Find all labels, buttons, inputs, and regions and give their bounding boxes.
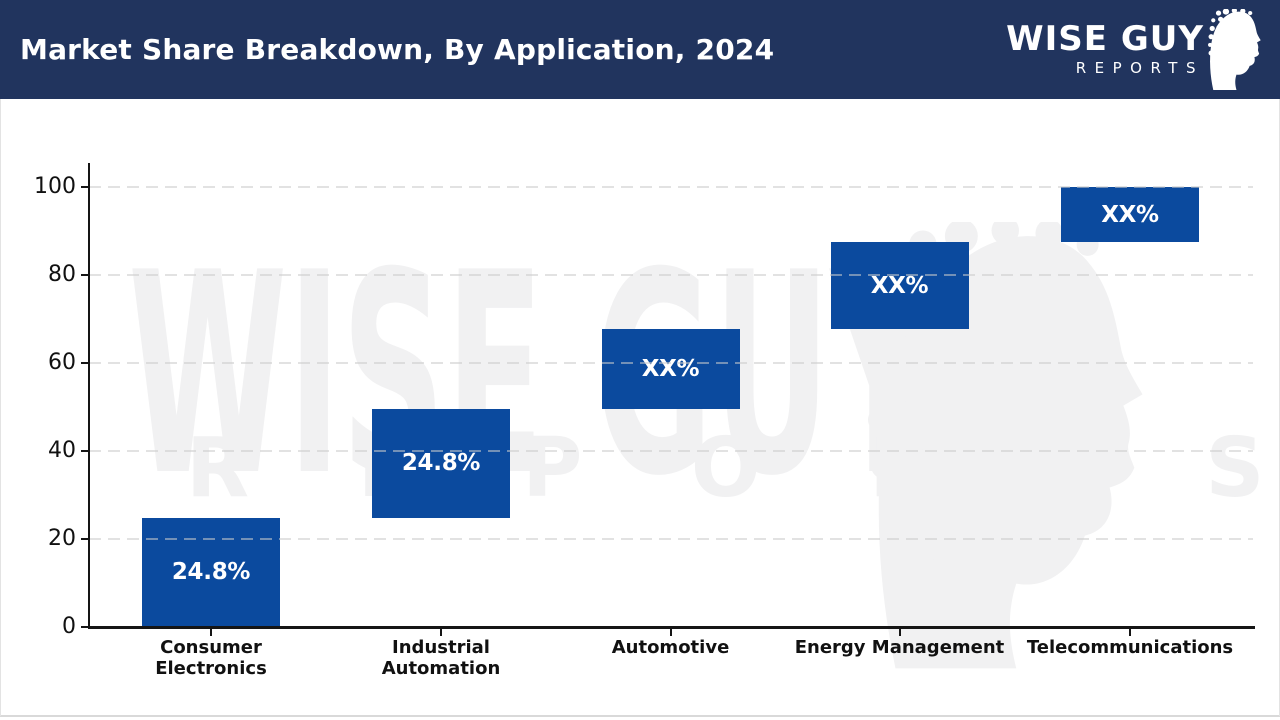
y-tick-label-40: 40 — [48, 437, 76, 463]
bar-3: XX% — [830, 242, 969, 330]
y-tick-mark-80 — [81, 273, 88, 276]
x-category-label-0: Consumer Electronics — [155, 637, 267, 679]
bottom-border-line — [0, 715, 1280, 717]
bar-0: 24.8% — [142, 517, 280, 627]
y-tick-mark-100 — [81, 186, 88, 189]
y-tick-mark-60 — [81, 361, 88, 364]
x-category-label-1: Industrial Automation — [381, 637, 501, 679]
bar-value-label: XX% — [1101, 201, 1159, 228]
x-tick-mark-4 — [1129, 628, 1131, 636]
gridline-20 — [89, 537, 1253, 540]
bar-4: XX% — [1061, 187, 1199, 243]
y-tick-label-60: 60 — [48, 349, 76, 375]
x-tick-mark-0 — [210, 628, 212, 636]
y-tick-label-100: 100 — [34, 174, 76, 200]
y-tick-mark-40 — [81, 449, 88, 452]
y-tick-label-80: 80 — [48, 261, 76, 287]
left-border-line — [0, 99, 1, 716]
bar-value-label: XX% — [641, 355, 700, 382]
gridline-40 — [89, 449, 1253, 452]
bar-value-label: 24.8% — [401, 450, 481, 477]
logo-text: WISE GUY REPORTS — [1006, 19, 1204, 77]
x-category-label-2: Automotive — [611, 637, 730, 658]
bar-2: XX% — [601, 329, 740, 409]
logo-sub-text: REPORTS — [1075, 58, 1204, 77]
header-bar: Market Share Breakdown, By Application, … — [0, 0, 1280, 99]
x-category-label-3: Energy Management — [794, 637, 1005, 658]
bar-value-label: XX% — [870, 272, 929, 299]
y-axis-spine — [88, 163, 90, 629]
x-axis-spine — [88, 625, 1255, 629]
x-category-label-4: Telecommunications — [1026, 637, 1234, 658]
y-tick-label-0: 0 — [62, 613, 76, 639]
gridline-100 — [89, 186, 1253, 189]
gridline-60 — [89, 361, 1253, 364]
y-tick-mark-20 — [81, 537, 88, 540]
y-tick-label-20: 20 — [48, 525, 76, 551]
x-tick-mark-1 — [440, 628, 442, 636]
x-tick-mark-2 — [669, 628, 672, 636]
gridline-80 — [89, 273, 1253, 276]
y-tick-mark-0 — [81, 625, 88, 628]
x-tick-mark-3 — [898, 628, 901, 636]
logo-face-icon — [1208, 8, 1261, 90]
logo-name-text: WISE GUY — [1006, 19, 1204, 60]
page-title: Market Share Breakdown, By Application, … — [20, 33, 775, 66]
bar-value-label: 24.8% — [171, 559, 251, 585]
bar-1: 24.8% — [372, 408, 510, 518]
wise-guy-logo: WISE GUY REPORTS — [1006, 8, 1280, 91]
